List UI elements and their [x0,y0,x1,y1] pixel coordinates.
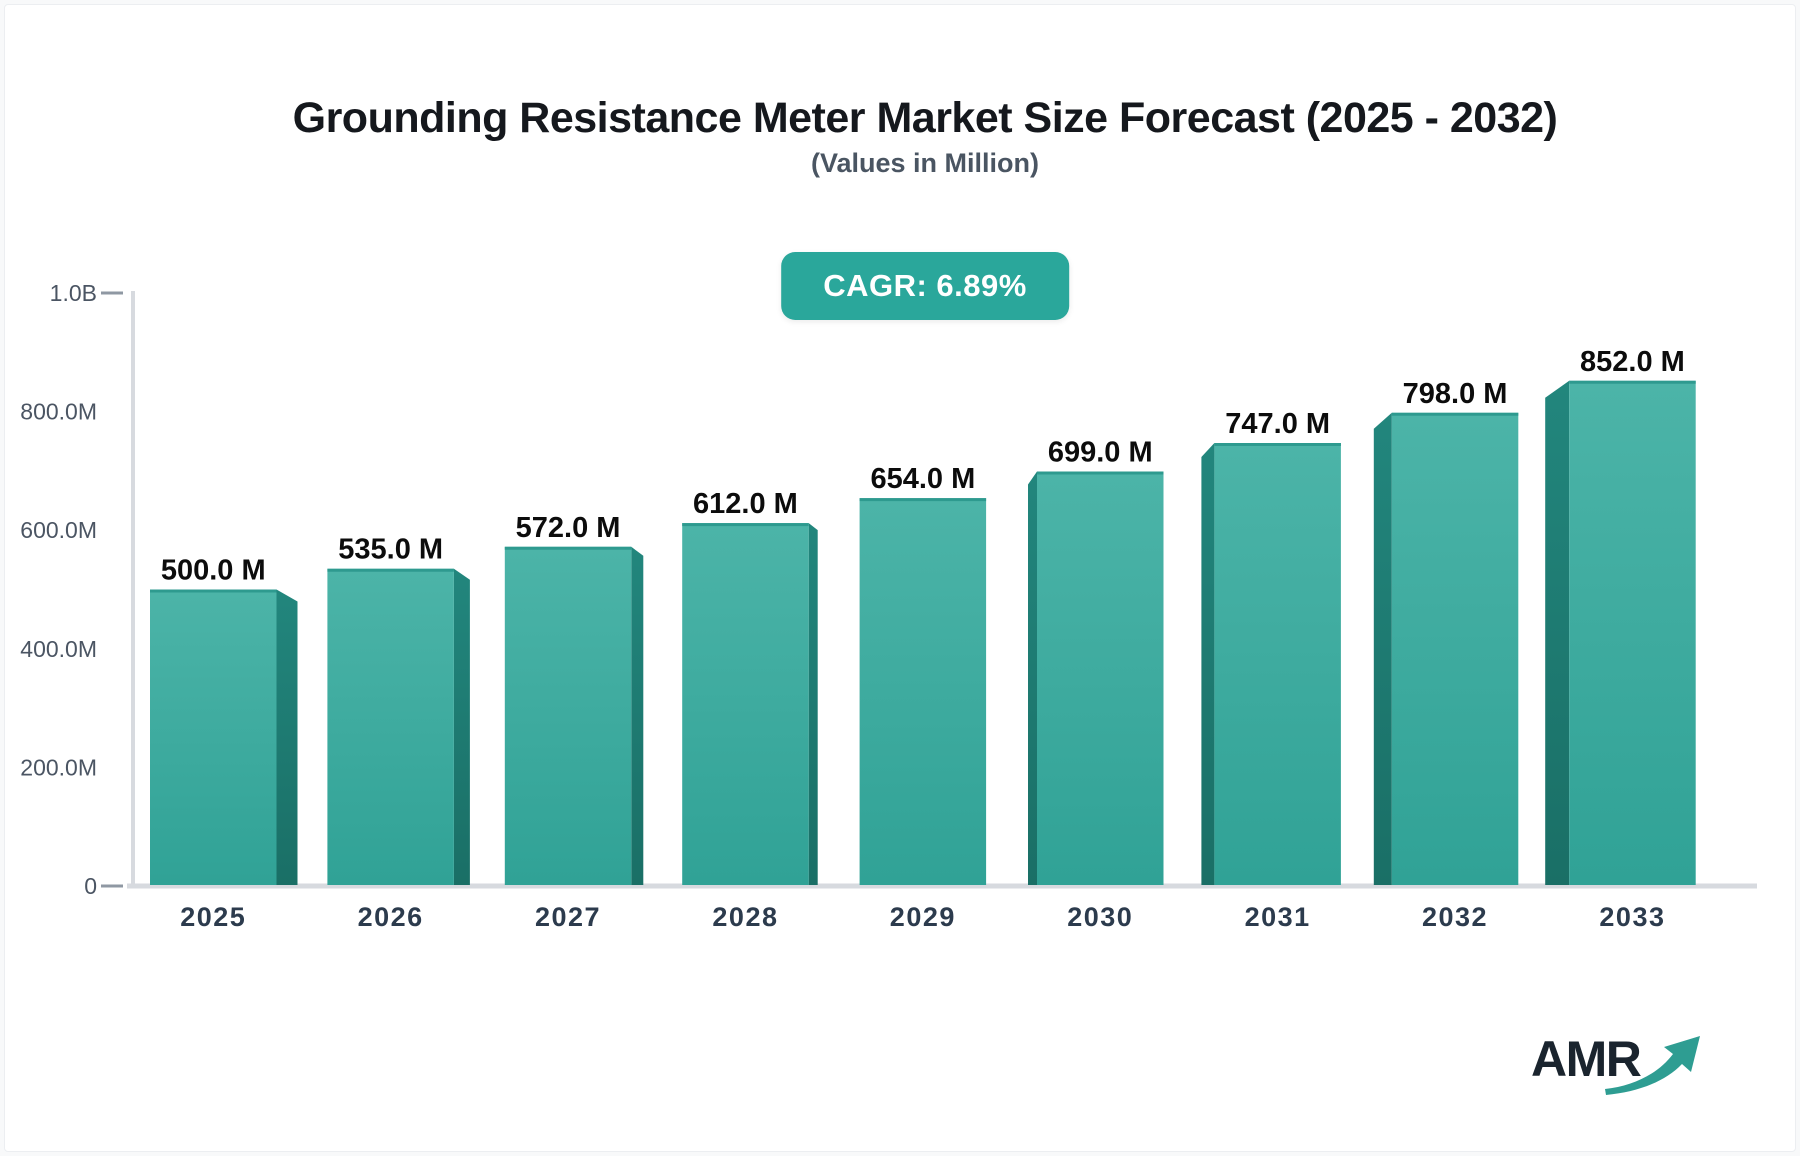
bar-front-face [1037,471,1164,885]
bar-front-face [504,546,632,885]
bar-front-face [1569,380,1696,885]
x-axis: 2025 2026 2027 2028 2029 2030 2031 2032 2033 [180,902,1665,932]
bar-side-face [453,568,470,885]
y-axis-label: 600.0M [20,517,97,543]
x-axis-label: 2026 [358,902,424,932]
bar-front-face [682,523,809,885]
amr-logo-text: AMR [1531,1031,1642,1087]
x-axis-label: 2028 [712,902,778,932]
bar-side-face [1201,443,1215,885]
bar-value-label: 535.0 M [338,534,443,566]
bar-value-label: 798.0 M [1403,378,1508,410]
chart-subtitle: (Values in Million) [810,148,1040,178]
bar-side-face [1028,471,1037,885]
x-axis-label: 2025 [180,902,246,932]
x-axis-label: 2031 [1245,902,1311,932]
bar-2028[interactable]: 612.0 M [682,488,818,885]
y-axis-label: 800.0M [20,399,97,425]
cagr-badge: CAGR: 6.89% [781,252,1069,320]
chart-title: Grounding Resistance Meter Market Size F… [292,94,1558,142]
bar-2029[interactable]: 654.0 M [859,463,987,885]
bar-front-face [1214,443,1341,885]
bar-front-face [150,589,277,885]
bar-value-label: 852.0 M [1580,346,1685,378]
y-axis-label: 0 [84,873,97,899]
bar-2026[interactable]: 535.0 M [327,534,470,885]
bar-front-face [859,498,987,885]
bar-side-face [1545,380,1570,885]
bar-value-label: 612.0 M [693,488,798,520]
bar-2033[interactable]: 852.0 M [1545,346,1696,885]
bar-value-label: 654.0 M [870,463,975,495]
x-axis-label: 2030 [1067,902,1133,932]
bar-value-label: 699.0 M [1048,436,1153,468]
x-axis-label: 2032 [1422,902,1488,932]
bar-2032[interactable]: 798.0 M [1373,378,1519,885]
bar-value-label: 500.0 M [161,555,266,587]
bar-side-face [808,523,818,885]
bar-value-label: 572.0 M [516,512,621,544]
x-axis-label: 2033 [1599,902,1665,932]
y-axis-label: 200.0M [20,754,97,780]
bar-2031[interactable]: 747.0 M [1201,408,1341,885]
cagr-badge-text: CAGR: 6.89% [823,268,1027,303]
amr-logo: AMR [1531,1030,1721,1110]
bar-2025[interactable]: 500.0 M [150,555,298,886]
y-axis: 1.0B 800.0M 600.0M 400.0M 200.0M 0 [20,280,123,899]
bar-2030[interactable]: 699.0 M [1028,436,1164,885]
bar-front-face [327,568,454,885]
bars-group: 500.0 M 535.0 M 572.0 M 612.0 M 654.0 M 699.0… [150,346,1696,885]
x-axis-label: 2029 [890,902,956,932]
growth-arrow-icon [1605,1036,1700,1095]
bar-side-face [631,546,644,885]
bar-2027[interactable]: 572.0 M [504,512,644,885]
y-axis-label: 400.0M [20,636,97,662]
y-axis-label: 1.0B [50,280,97,306]
bar-front-face [1391,412,1519,885]
bar-value-label: 747.0 M [1225,408,1330,440]
bar-side-face [276,589,298,885]
bar-side-face [1373,412,1392,885]
x-axis-label: 2027 [535,902,601,932]
